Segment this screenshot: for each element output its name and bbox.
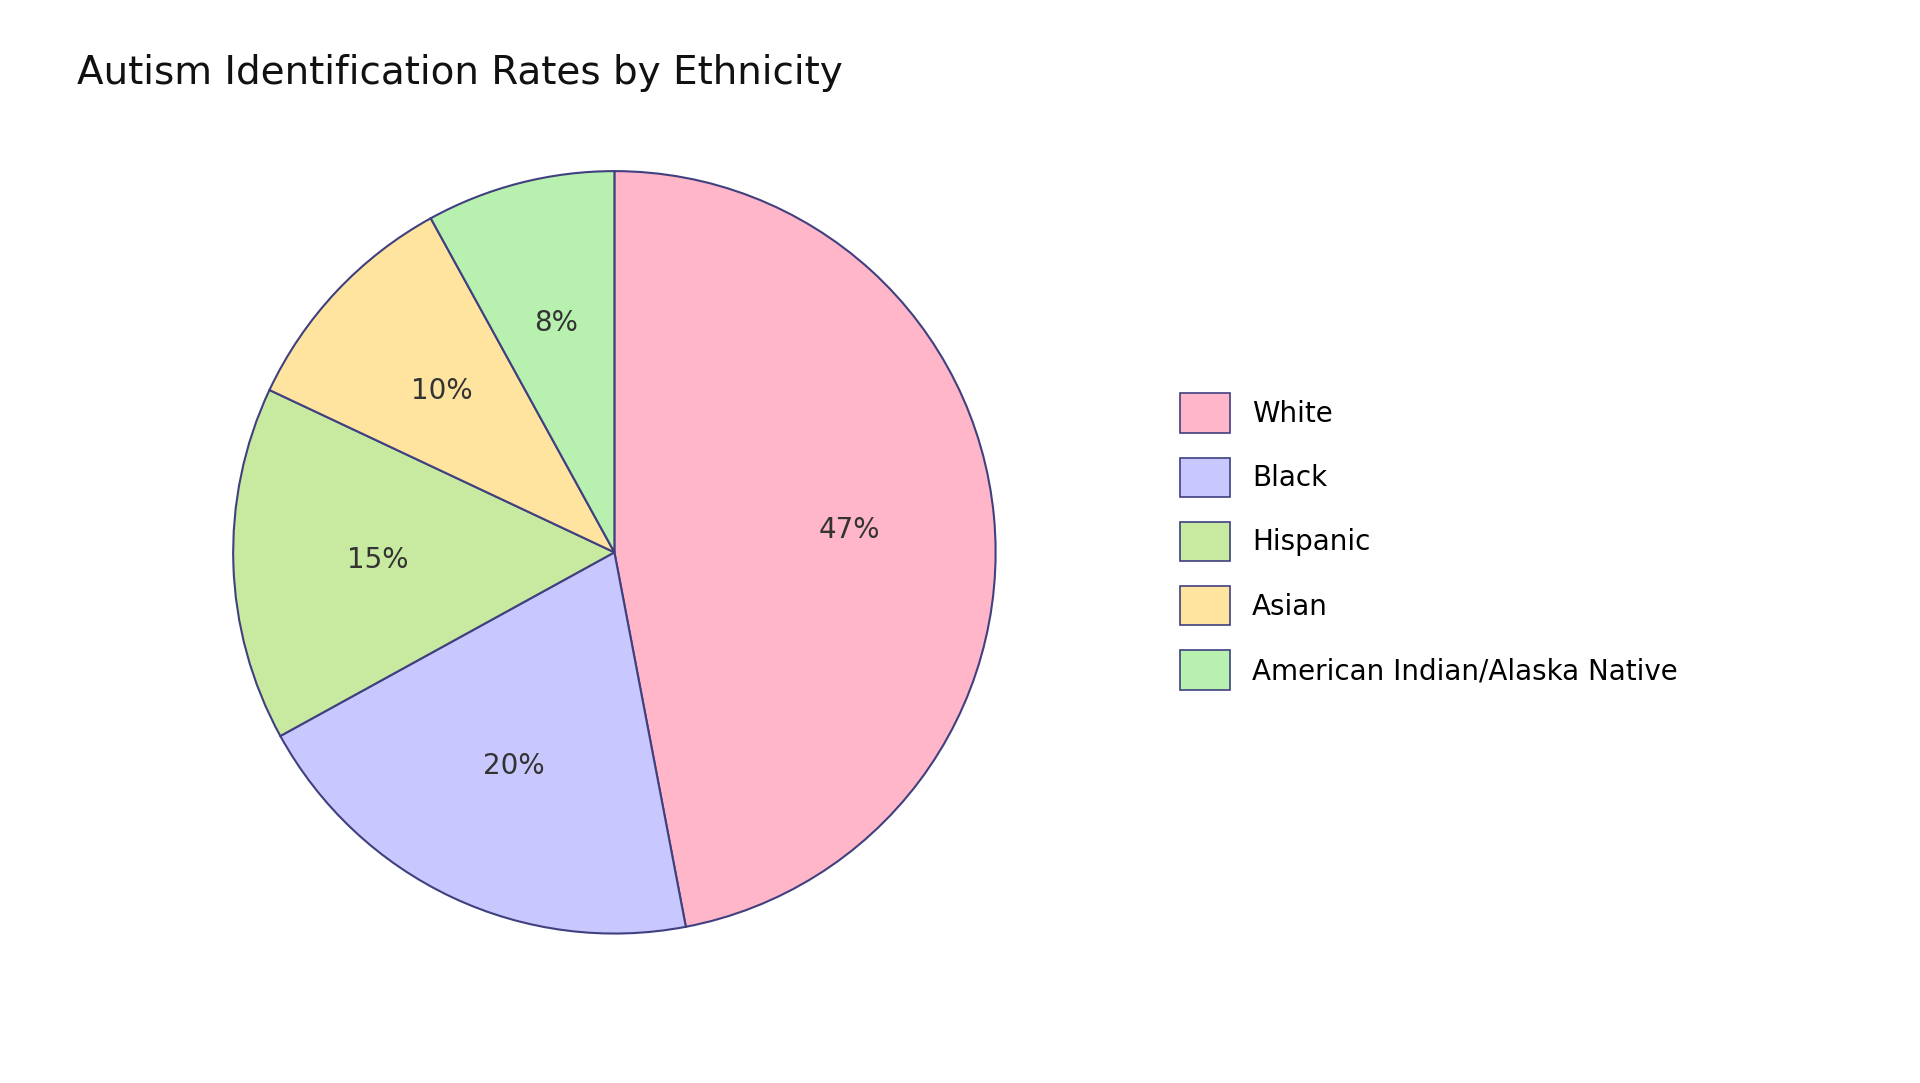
Legend: White, Black, Hispanic, Asian, American Indian/Alaska Native: White, Black, Hispanic, Asian, American … bbox=[1165, 379, 1692, 704]
Text: Autism Identification Rates by Ethnicity: Autism Identification Rates by Ethnicity bbox=[77, 54, 843, 92]
Text: 47%: 47% bbox=[820, 517, 881, 544]
Text: 10%: 10% bbox=[411, 377, 472, 405]
Wedge shape bbox=[430, 171, 614, 552]
Text: 20%: 20% bbox=[484, 753, 545, 780]
Text: 15%: 15% bbox=[348, 546, 409, 574]
Text: 8%: 8% bbox=[534, 310, 578, 338]
Wedge shape bbox=[232, 390, 614, 736]
Wedge shape bbox=[269, 219, 614, 552]
Wedge shape bbox=[280, 552, 685, 934]
Wedge shape bbox=[614, 171, 996, 927]
